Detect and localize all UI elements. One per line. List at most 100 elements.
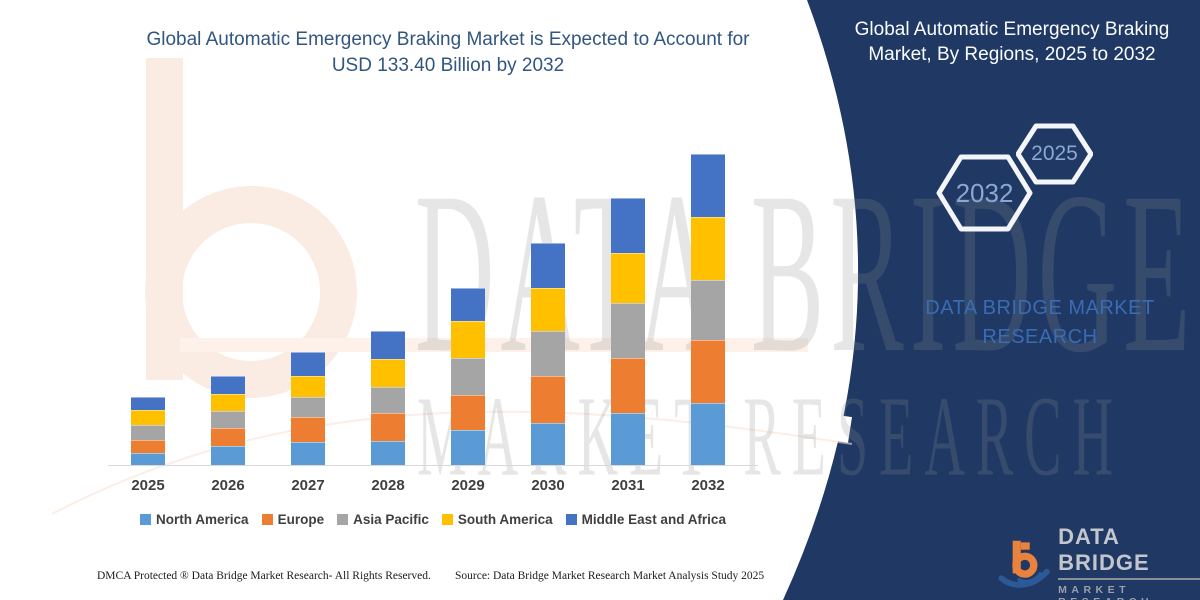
x-axis-label: 2031	[611, 477, 645, 494]
legend-item: North America	[140, 512, 249, 527]
bar-segment	[211, 428, 245, 446]
chart-headline-line2: USD 133.40 Billion by 2032	[331, 55, 565, 77]
legend-swatch-icon	[261, 514, 273, 525]
legend-label: South America	[457, 512, 553, 527]
bar-segment	[451, 358, 485, 395]
hexagon-2025: 2025	[1016, 123, 1093, 185]
bar-2027	[291, 352, 325, 465]
bar-segment	[451, 321, 485, 358]
bar-segment	[451, 395, 485, 430]
bar-segment	[291, 352, 325, 376]
chart-headline: Global Automatic Emergency Braking Marke…	[88, 27, 808, 79]
legend-swatch-icon	[337, 514, 349, 525]
bar-segment	[371, 359, 405, 387]
bar-segment	[691, 217, 725, 280]
hexagon-icon	[936, 154, 1033, 232]
bar-segment	[531, 243, 565, 288]
legend-label: North America	[156, 512, 249, 527]
bar-2026	[211, 376, 245, 465]
bar-segment	[451, 288, 485, 321]
bar-segment	[291, 376, 325, 397]
stacked-bar-chart	[131, 154, 725, 465]
bar-segment	[371, 331, 405, 359]
legend-label: Asia Pacific	[353, 512, 429, 527]
hexagon-icon	[1016, 123, 1093, 185]
hexagon-2032: 2032	[936, 153, 1033, 233]
logo-name: DATA BRIDGE	[1058, 524, 1200, 580]
chart-legend: North America Europe Asia Pacific South Ame…	[108, 512, 758, 527]
bar-segment	[131, 410, 165, 425]
bar-segment	[211, 446, 245, 465]
bar-2032	[691, 154, 725, 465]
legend-swatch-icon	[565, 514, 577, 525]
bar-segment	[611, 253, 645, 303]
panel-brand-text: DATA BRIDGE MARKET RESEARCH	[925, 294, 1155, 352]
legend-item: Asia Pacific	[337, 512, 429, 527]
peach-swoosh-band	[180, 338, 808, 352]
x-axis-label: 2027	[291, 477, 325, 494]
bar-segment	[211, 394, 245, 411]
bar-segment	[371, 441, 405, 465]
bar-segment	[371, 413, 405, 441]
bar-segment	[291, 442, 325, 465]
logo-tagline: MARKET RESEARCH	[1058, 584, 1148, 600]
x-axis-label: 2032	[691, 477, 725, 494]
bar-segment	[531, 331, 565, 376]
bar-segment	[691, 403, 725, 465]
source-text: Source: Data Bridge Market Research Mark…	[455, 570, 765, 582]
bar-segment	[531, 423, 565, 465]
hexagon-2025-label: 2025	[1031, 142, 1078, 165]
data-bridge-logo: DATA BRIDGE MARKET RESEARCH	[998, 524, 1200, 600]
legend-label: Europe	[277, 512, 325, 527]
bar-segment	[691, 154, 725, 217]
x-axis-label: 2026	[211, 477, 245, 494]
hexagon-2032-label: 2032	[955, 177, 1014, 208]
legend-item: Middle East and Africa	[565, 512, 726, 527]
legend-swatch-icon	[140, 514, 152, 525]
bar-2028	[371, 331, 405, 465]
bar-segment	[611, 413, 645, 465]
bar-segment	[211, 376, 245, 394]
bar-segment	[211, 411, 245, 428]
bar-2030	[531, 243, 565, 465]
bar-segment	[451, 430, 485, 465]
x-axis-labels: 2025 2026 2027 2028 2029 2030 2031 2032	[131, 477, 725, 494]
copyright-text: DMCA Protected ® Data Bridge Market Rese…	[97, 570, 431, 582]
logo-text: DATA BRIDGE MARKET RESEARCH	[1058, 524, 1200, 600]
data-bridge-b-icon	[998, 540, 1050, 588]
x-axis-label: 2029	[451, 477, 485, 494]
panel-brand-line1: DATA BRIDGE MARKET	[925, 297, 1155, 319]
bar-segment	[691, 280, 725, 340]
panel-title-line2: Market, By Regions, 2025 to 2032	[868, 44, 1156, 66]
bar-2029	[451, 288, 485, 465]
bar-segment	[131, 440, 165, 453]
bar-segment	[611, 358, 645, 413]
legend-item: South America	[441, 512, 553, 527]
bar-segment	[131, 453, 165, 465]
chart-headline-line1: Global Automatic Emergency Braking Marke…	[146, 29, 750, 50]
x-axis-label: 2025	[131, 477, 165, 494]
bar-segment	[531, 376, 565, 423]
bar-segment	[131, 425, 165, 440]
panel-title-line1: Global Automatic Emergency Braking	[854, 19, 1170, 40]
bar-segment	[291, 397, 325, 417]
panel-brand-line2: RESEARCH	[982, 326, 1098, 348]
x-axis-label: 2030	[531, 477, 565, 494]
legend-label: Middle East and Africa	[581, 512, 726, 527]
bar-segment	[611, 198, 645, 253]
legend-swatch-icon	[441, 514, 453, 525]
panel-title: Global Automatic Emergency Braking Marke…	[838, 17, 1186, 67]
legend-item: Europe	[261, 512, 325, 527]
bar-segment	[531, 288, 565, 331]
bar-2031	[611, 198, 645, 465]
bar-segment	[691, 340, 725, 403]
bar-segment	[371, 387, 405, 413]
x-axis-label: 2028	[371, 477, 405, 494]
bar-segment	[611, 303, 645, 358]
x-axis-line	[108, 465, 758, 466]
bar-2025	[131, 397, 165, 465]
bar-segment	[291, 417, 325, 442]
bar-segment	[131, 397, 165, 410]
